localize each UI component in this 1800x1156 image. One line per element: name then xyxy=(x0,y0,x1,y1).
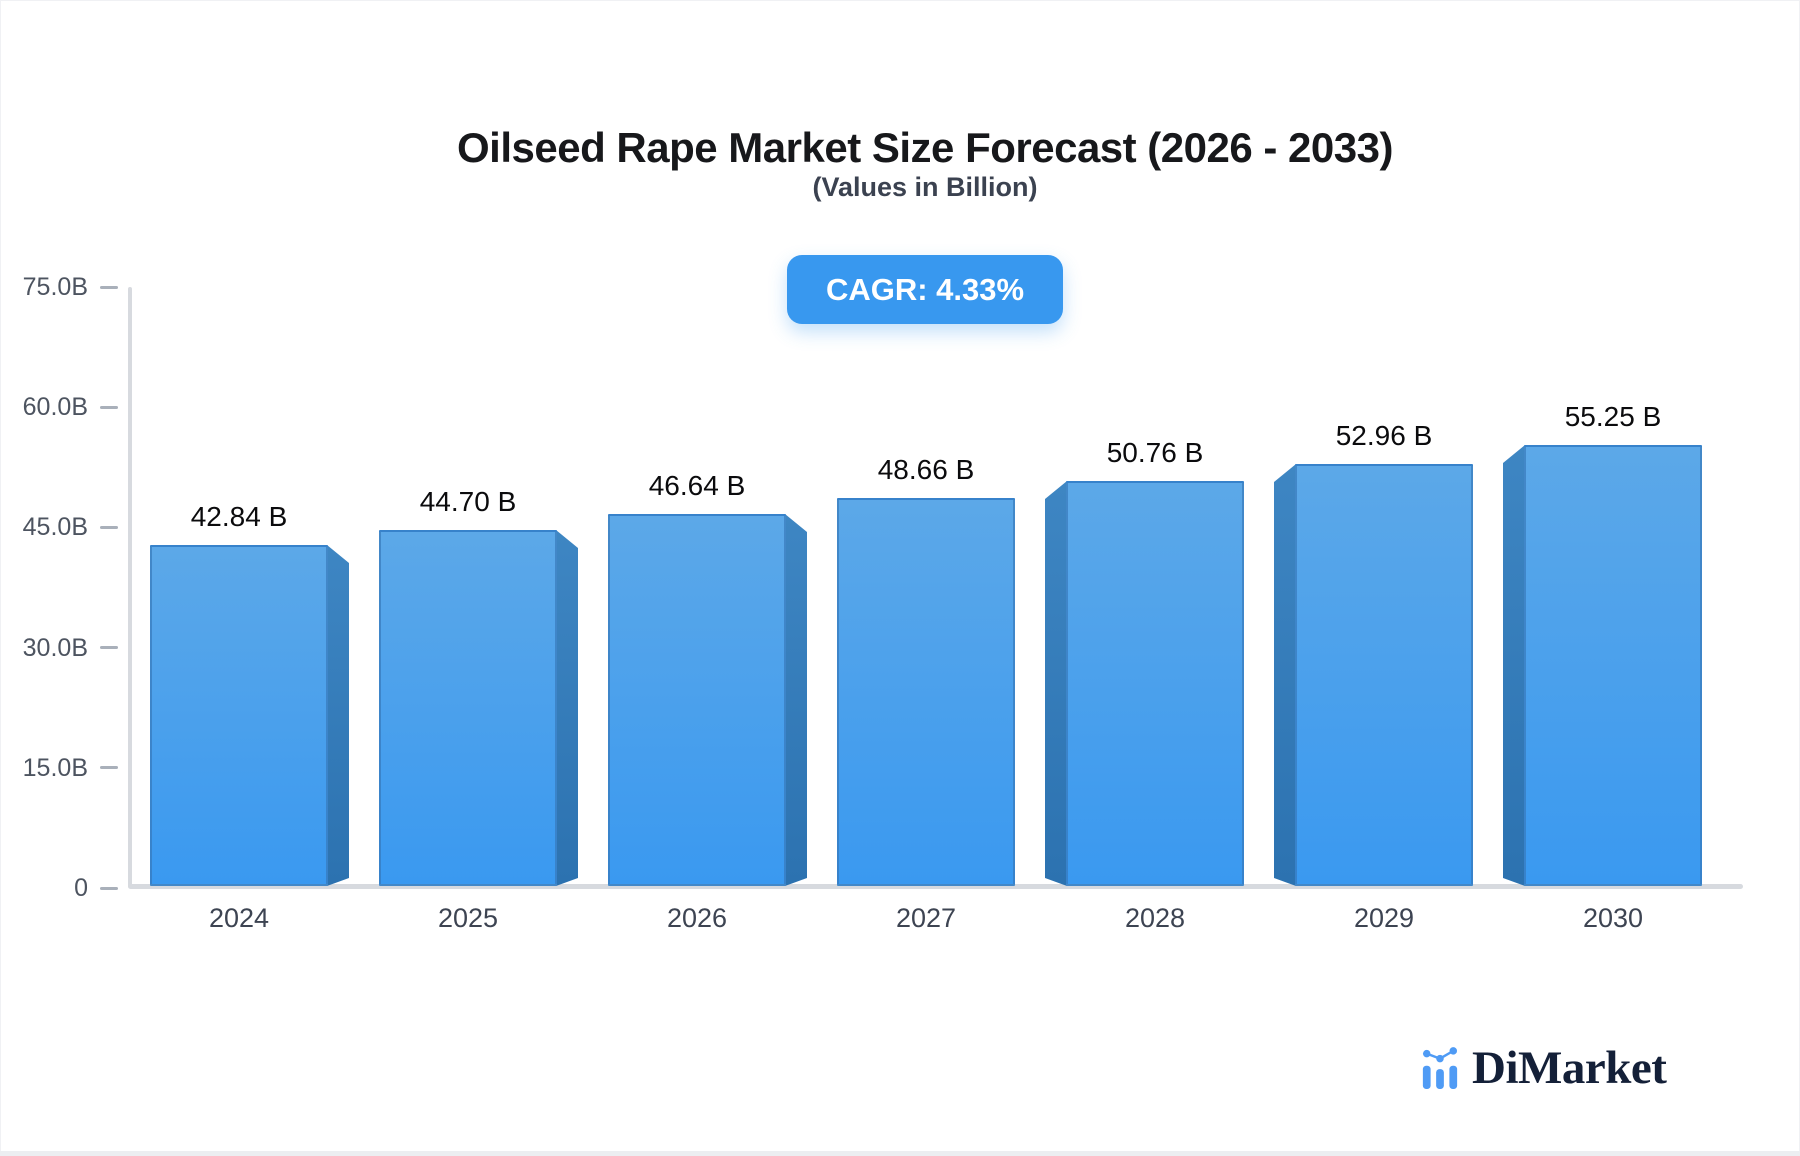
dimarket-logo: DiMarket xyxy=(1421,1040,1667,1096)
y-axis-tick-label: 60.0B xyxy=(22,393,88,422)
y-tick-dash xyxy=(100,766,118,770)
y-axis-tick-label: 15.0B xyxy=(22,753,88,782)
chart-subtitle: (Values in Billion) xyxy=(812,172,1038,202)
bar-value-label: 48.66 B xyxy=(877,454,975,486)
x-axis-label: 2029 xyxy=(1353,903,1415,933)
x-axis-line xyxy=(128,884,1743,889)
y-axis-tick-label: 0 xyxy=(74,874,88,902)
bar-chart-logo-icon xyxy=(1422,1047,1458,1089)
bar-3d-side xyxy=(556,529,578,886)
x-axis-label: 2025 xyxy=(437,903,499,933)
x-axis-label: 2024 xyxy=(208,903,270,933)
bar[interactable] xyxy=(150,544,328,886)
bar-value-label: 55.25 B xyxy=(1564,401,1662,433)
bar-3d-side xyxy=(1045,481,1067,887)
bar-3d-side xyxy=(327,544,349,886)
bar-value-label: 46.64 B xyxy=(648,470,746,502)
bar-value-label: 44.70 B xyxy=(419,485,517,517)
bar-value-label: 42.84 B xyxy=(190,500,288,532)
bar[interactable] xyxy=(1524,445,1702,886)
chart-title: Oilseed Rape Market Size Forecast (2026 … xyxy=(457,124,1393,172)
bar[interactable] xyxy=(608,514,786,886)
y-tick-dash xyxy=(100,285,118,289)
x-axis-label: 2026 xyxy=(666,903,728,933)
y-axis-tick-label: 45.0B xyxy=(22,513,88,542)
x-axis-label: 2027 xyxy=(895,903,957,933)
bar-3d-side xyxy=(1274,463,1296,886)
page-bottom-border xyxy=(0,1151,1800,1156)
bar-value-label: 50.76 B xyxy=(1106,437,1204,469)
x-axis-label: 2030 xyxy=(1582,903,1644,933)
y-tick-dash xyxy=(100,646,118,650)
x-axis-label: 2028 xyxy=(1124,903,1186,933)
bar[interactable] xyxy=(837,498,1015,886)
y-axis-tick-label: 75.0B xyxy=(22,273,88,301)
bar-3d-side xyxy=(1503,445,1525,887)
bar-3d-side xyxy=(785,514,807,887)
y-axis-tick-label: 30.0B xyxy=(22,633,88,662)
cagr-badge: CAGR: 4.33% xyxy=(787,255,1063,324)
bar-value-label: 52.96 B xyxy=(1335,419,1433,451)
logo-text: DiMarket xyxy=(1472,1042,1667,1094)
y-tick-dash xyxy=(100,886,118,890)
y-axis-line xyxy=(128,287,132,888)
y-tick-dash xyxy=(100,525,118,529)
bar[interactable] xyxy=(379,529,557,886)
y-tick-dash xyxy=(100,405,118,409)
bar[interactable] xyxy=(1066,481,1244,886)
bar[interactable] xyxy=(1295,463,1473,886)
